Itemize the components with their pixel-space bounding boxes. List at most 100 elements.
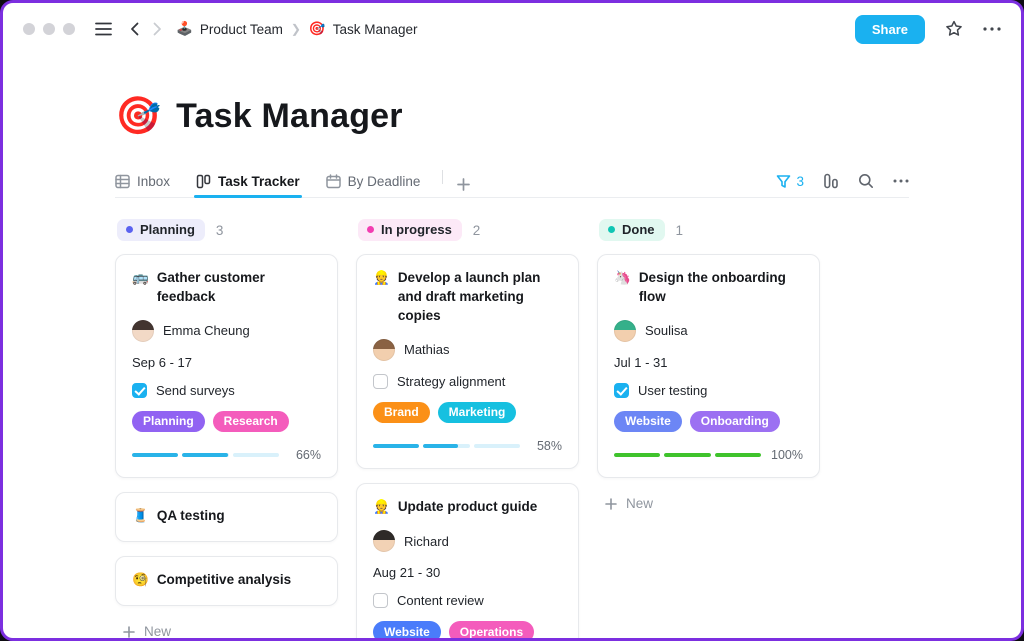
avatar: [132, 319, 154, 342]
tag: Website: [373, 621, 441, 638]
avatar: [614, 319, 636, 342]
search-icon[interactable]: [858, 173, 874, 189]
window-maximize-button[interactable]: [63, 23, 75, 35]
subtask-checkbox[interactable]: [373, 373, 388, 389]
window-controls: [23, 23, 75, 35]
subtask-label: Strategy alignment: [397, 373, 506, 389]
progress-percent: 58%: [536, 439, 562, 454]
more-options-icon[interactable]: [983, 27, 1001, 31]
task-card[interactable]: 🧐 Competitive analysis: [115, 556, 338, 607]
window-close-button[interactable]: [23, 23, 35, 35]
star-icon[interactable]: [945, 20, 963, 38]
tag: Research: [212, 410, 289, 433]
task-title: QA testing: [156, 508, 225, 524]
task-card[interactable]: 👷 Update product guide Richard Aug 21 - …: [356, 483, 579, 638]
breadcrumb-label: Product Team: [199, 21, 283, 37]
grid-icon: [115, 174, 130, 188]
column-name: Done: [622, 222, 655, 237]
filter-count: 3: [796, 173, 804, 189]
task-manager-icon: 🎯: [308, 21, 326, 36]
filter-icon: [777, 174, 791, 188]
product-team-icon: 🕹️: [176, 21, 193, 36]
kanban-icon: [196, 174, 211, 188]
add-view-icon[interactable]: [457, 178, 471, 191]
tag: Website: [614, 410, 682, 433]
task-card[interactable]: 🦄 Design the onboarding flow Soulisa Jul…: [597, 254, 820, 479]
tag: Brand: [373, 401, 430, 424]
subtask-label: User testing: [638, 382, 708, 398]
board-settings-icon[interactable]: [823, 173, 839, 189]
column-done: Done 1 🦄 Design the onboarding flow Soul…: [597, 219, 820, 511]
tag: Operations: [448, 621, 535, 638]
task-title: Gather customer feedback: [156, 270, 265, 304]
avatar: [373, 530, 395, 553]
progress-bar: [373, 444, 520, 449]
task-icon: 🚌: [132, 270, 149, 285]
column-in-progress: In progress 2 👷 Develop a launch plan an…: [356, 219, 579, 638]
task-dates: Aug 21 - 30: [373, 565, 441, 581]
task-icon: 👷: [373, 270, 390, 285]
new-task-button[interactable]: New: [597, 492, 820, 511]
tag: Onboarding: [689, 410, 780, 433]
status-dot: [367, 226, 374, 233]
task-icon: 🧐: [132, 572, 149, 588]
progress-percent: 100%: [771, 448, 803, 463]
new-task-button[interactable]: New: [115, 620, 338, 638]
tab-label: Task Tracker: [218, 173, 300, 189]
breadcrumb-label: Task Manager: [332, 21, 418, 37]
assignee-name: Emma Cheung: [163, 323, 250, 339]
task-dates: Sep 6 - 17: [132, 354, 192, 370]
hamburger-menu-icon[interactable]: [95, 22, 112, 36]
page-header: 🎯 Task Manager: [115, 95, 909, 138]
task-card[interactable]: 🧵 QA testing: [115, 492, 338, 543]
chevron-right-icon: ❯: [290, 22, 301, 36]
tab-label: By Deadline: [347, 173, 421, 189]
column-count: 1: [675, 222, 684, 238]
status-dot: [126, 226, 133, 233]
task-icon: 👷: [373, 499, 390, 515]
tab-task-tracker[interactable]: Task Tracker: [194, 165, 302, 198]
avatar: [373, 338, 395, 361]
titlebar: 🕹️ Product Team ❯ 🎯 Task Manager Share: [3, 3, 1021, 55]
assignee-name: Soulisa: [645, 323, 688, 339]
task-title: Design the onboarding flow: [638, 270, 786, 304]
tab-inbox[interactable]: Inbox: [115, 165, 170, 197]
view-more-icon[interactable]: [893, 179, 909, 183]
kanban-board: Planning 3 🚌 Gather customer feedback Em…: [115, 219, 909, 638]
back-icon[interactable]: [130, 22, 139, 36]
tag: Marketing: [437, 401, 517, 424]
column-status-pill: In progress: [358, 219, 462, 241]
breadcrumb-item-product-team[interactable]: 🕹️ Product Team: [176, 21, 283, 37]
task-card[interactable]: 👷 Develop a launch plan and draft market…: [356, 254, 579, 470]
tab-by-deadline[interactable]: By Deadline: [325, 165, 421, 197]
progress-bar: [614, 453, 761, 458]
view-tabbar: Inbox Task Tracker By Deadline 3: [115, 165, 909, 198]
progress-bar: [132, 453, 279, 458]
progress-percent: 66%: [295, 448, 321, 463]
window-minimize-button[interactable]: [43, 23, 55, 35]
forward-icon[interactable]: [153, 22, 162, 36]
subtask-label: Send surveys: [156, 382, 235, 398]
breadcrumb-item-task-manager[interactable]: 🎯 Task Manager: [309, 21, 418, 37]
subtask-label: Content review: [397, 593, 484, 609]
column-status-pill: Planning: [117, 219, 205, 241]
column-name: In progress: [381, 222, 452, 237]
task-icon: 🧵: [132, 508, 149, 524]
task-title: Competitive analysis: [156, 572, 292, 588]
filter-button[interactable]: 3: [776, 174, 804, 189]
subtask-checkbox[interactable]: [132, 382, 147, 398]
breadcrumb: 🕹️ Product Team ❯ 🎯 Task Manager: [176, 21, 418, 37]
subtask-checkbox[interactable]: [373, 593, 388, 609]
page-title: Task Manager: [176, 97, 403, 135]
tab-label: Inbox: [137, 173, 171, 189]
share-button[interactable]: Share: [854, 14, 925, 44]
column-planning: Planning 3 🚌 Gather customer feedback Em…: [115, 219, 338, 638]
page-title-icon: 🎯: [115, 95, 162, 136]
subtask-checkbox[interactable]: [614, 382, 629, 398]
task-dates: Jul 1 - 31: [614, 354, 668, 370]
column-count: 3: [215, 222, 224, 238]
column-name: Planning: [140, 222, 195, 237]
task-card[interactable]: 🚌 Gather customer feedback Emma Cheung S…: [115, 254, 338, 479]
plus-icon: [123, 625, 135, 638]
